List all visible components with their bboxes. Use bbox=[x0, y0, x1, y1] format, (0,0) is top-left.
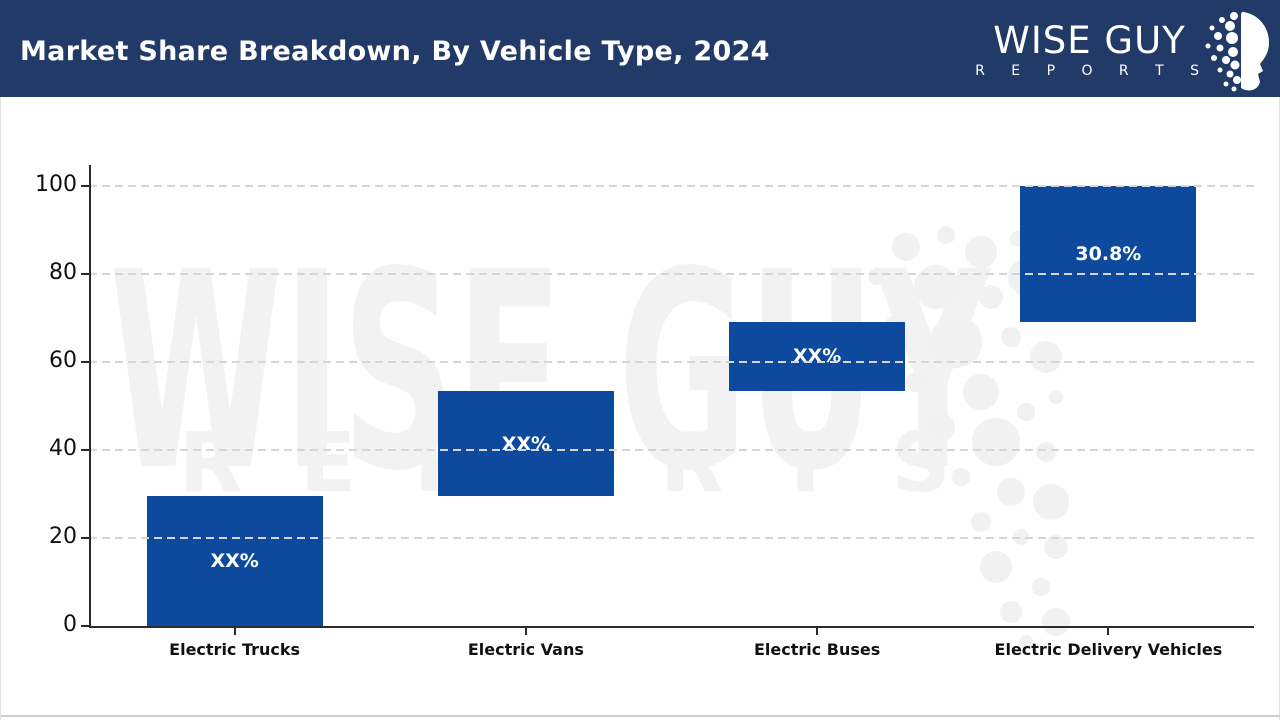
header-bar: Market Share Breakdown, By Vehicle Type,… bbox=[0, 0, 1280, 97]
page-title: Market Share Breakdown, By Vehicle Type,… bbox=[20, 36, 770, 67]
logo-subtitle: R E P O R T S bbox=[975, 62, 1210, 79]
x-tick-mark bbox=[233, 628, 236, 635]
y-tick-mark bbox=[81, 361, 89, 363]
x-tick-mark bbox=[1107, 628, 1110, 635]
logo-wordmark: WISE GUY bbox=[993, 19, 1186, 62]
y-tick-label: 40 bbox=[49, 436, 77, 461]
bar-value-label: 30.8% bbox=[1075, 242, 1142, 265]
bar-electric-trucks: XX% bbox=[146, 496, 323, 626]
y-tick-mark bbox=[81, 449, 89, 451]
y-tick-mark bbox=[81, 185, 89, 187]
x-tick-mark bbox=[816, 628, 819, 635]
bar-value-label: XX% bbox=[792, 345, 842, 368]
category-label: Electric Buses bbox=[753, 640, 881, 659]
bar-value-label: XX% bbox=[501, 432, 551, 455]
bar-electric-delivery-vehicles: 30.8% bbox=[1020, 186, 1197, 322]
face-profile-icon bbox=[1205, 11, 1270, 92]
gridline-20 bbox=[89, 537, 1254, 539]
gridline-60 bbox=[89, 361, 1254, 363]
y-tick-label: 80 bbox=[49, 260, 77, 285]
y-tick-label: 60 bbox=[49, 348, 77, 373]
footer-divider bbox=[1, 715, 1280, 717]
y-tick-mark bbox=[81, 625, 89, 627]
gridline-100 bbox=[89, 185, 1254, 187]
gridline-40 bbox=[89, 449, 1254, 451]
category-label: Electric Vans bbox=[467, 640, 584, 659]
bar-electric-vans: XX% bbox=[437, 391, 614, 497]
category-label: Electric Delivery Vehicles bbox=[994, 640, 1223, 659]
y-tick-mark bbox=[81, 537, 89, 539]
bar-electric-buses: XX% bbox=[729, 321, 906, 392]
y-tick-label: 0 bbox=[63, 612, 77, 637]
x-tick-mark bbox=[524, 628, 527, 635]
y-axis-line bbox=[89, 165, 91, 627]
wise-guy-logo: WISE GUY R E P O R T S bbox=[975, 6, 1272, 94]
y-tick-mark bbox=[81, 273, 89, 275]
y-tick-label: 100 bbox=[35, 172, 77, 197]
gridline-80 bbox=[89, 273, 1254, 275]
x-axis-line bbox=[89, 626, 1254, 628]
y-tick-label: 20 bbox=[49, 524, 77, 549]
bar-value-label: XX% bbox=[210, 550, 259, 573]
category-label: Electric Trucks bbox=[169, 640, 301, 659]
logo-text: WISE GUY R E P O R T S bbox=[969, 19, 1210, 79]
